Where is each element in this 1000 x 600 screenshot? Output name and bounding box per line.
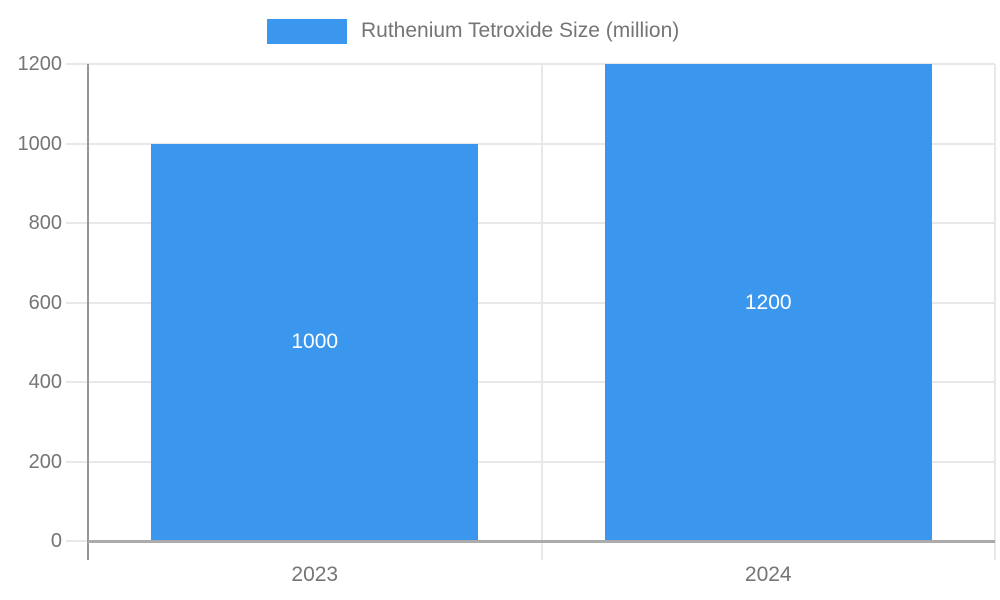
bar-value-label: 1000: [291, 330, 339, 354]
bar-2023[interactable]: [151, 143, 478, 541]
y-axis-tick: [66, 540, 88, 542]
y-axis-tick: [66, 381, 88, 383]
y-tick-label: 200: [28, 450, 62, 473]
x-axis-line: [88, 540, 995, 543]
legend-swatch[interactable]: [267, 18, 347, 44]
category-gridline: [540, 64, 543, 560]
y-axis-tick: [66, 460, 88, 463]
bar-2024[interactable]: [604, 64, 932, 541]
y-tick-label: 600: [28, 291, 62, 314]
category-gridline: [994, 64, 996, 560]
y-tick-label: 1200: [17, 53, 63, 75]
legend[interactable]: Ruthenium Tetroxide Size (million): [267, 17, 679, 45]
y-axis-tick: [66, 301, 88, 304]
y-axis-line: [87, 64, 89, 560]
bar-value-label: 1200: [744, 290, 792, 314]
y-tick-label: 1000: [17, 132, 63, 155]
x-tick-label: 2023: [291, 563, 339, 586]
y-tick-label: 0: [50, 530, 62, 552]
y-axis-tick: [66, 63, 88, 65]
x-tick-label: 2024: [744, 563, 792, 586]
legend-label: Ruthenium Tetroxide Size (million): [361, 19, 680, 42]
y-tick-label: 800: [28, 212, 62, 234]
y-axis-tick: [66, 142, 88, 145]
y-axis-tick: [66, 222, 88, 224]
y-tick-label: 400: [28, 371, 62, 393]
